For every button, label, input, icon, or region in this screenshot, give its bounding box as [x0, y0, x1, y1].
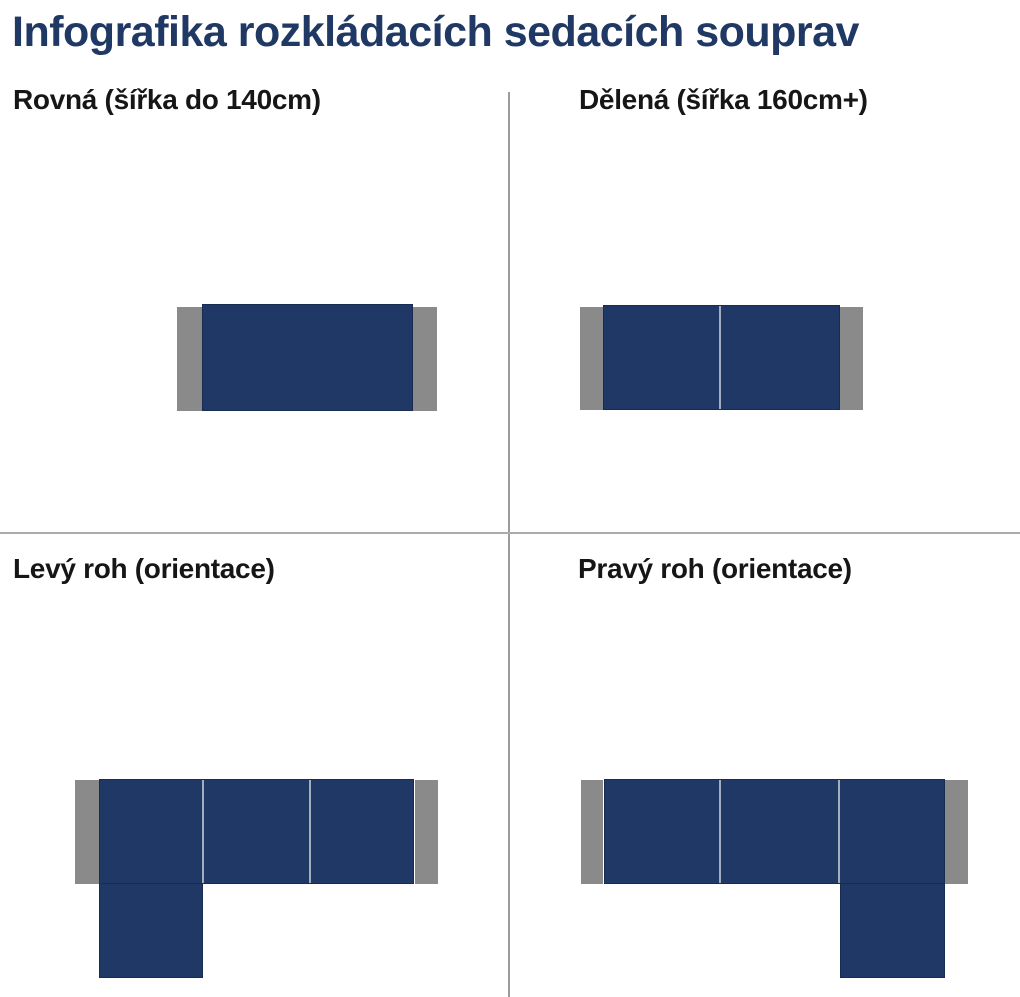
- sofa-armrest-left: [177, 307, 202, 411]
- sofa-armrest-left: [581, 780, 603, 884]
- seat-seam: [719, 306, 721, 409]
- label-delena: Dělená (šířka 160cm+): [579, 84, 868, 115]
- label-rovna: Rovná (šířka do 140cm): [13, 84, 321, 115]
- seat-seam: [202, 780, 204, 883]
- label-pravy-roh: Pravý roh (orientace): [578, 553, 852, 584]
- sofa-armrest-left: [75, 780, 99, 884]
- label-levy-roh: Levý roh (orientace): [13, 553, 275, 584]
- sofa-body: [603, 305, 840, 410]
- sofa-armrest-right: [415, 780, 438, 884]
- sofa-body: [604, 779, 945, 884]
- sofa-armrest-left: [580, 307, 603, 410]
- sofa-armrest-right: [413, 307, 437, 411]
- page-title: Infografika rozkládacích sedacích soupra…: [12, 8, 859, 56]
- sofa-armrest-right: [840, 307, 863, 410]
- sofa-body: [202, 304, 413, 411]
- sofa-body: [99, 779, 414, 884]
- seat-seam: [838, 780, 840, 883]
- seat-seam: [309, 780, 311, 883]
- seat-seam: [719, 780, 721, 883]
- sofa-armrest-right: [945, 780, 968, 884]
- quadrant-divider-horizontal: [0, 532, 1020, 534]
- quadrant-divider-vertical: [508, 92, 510, 997]
